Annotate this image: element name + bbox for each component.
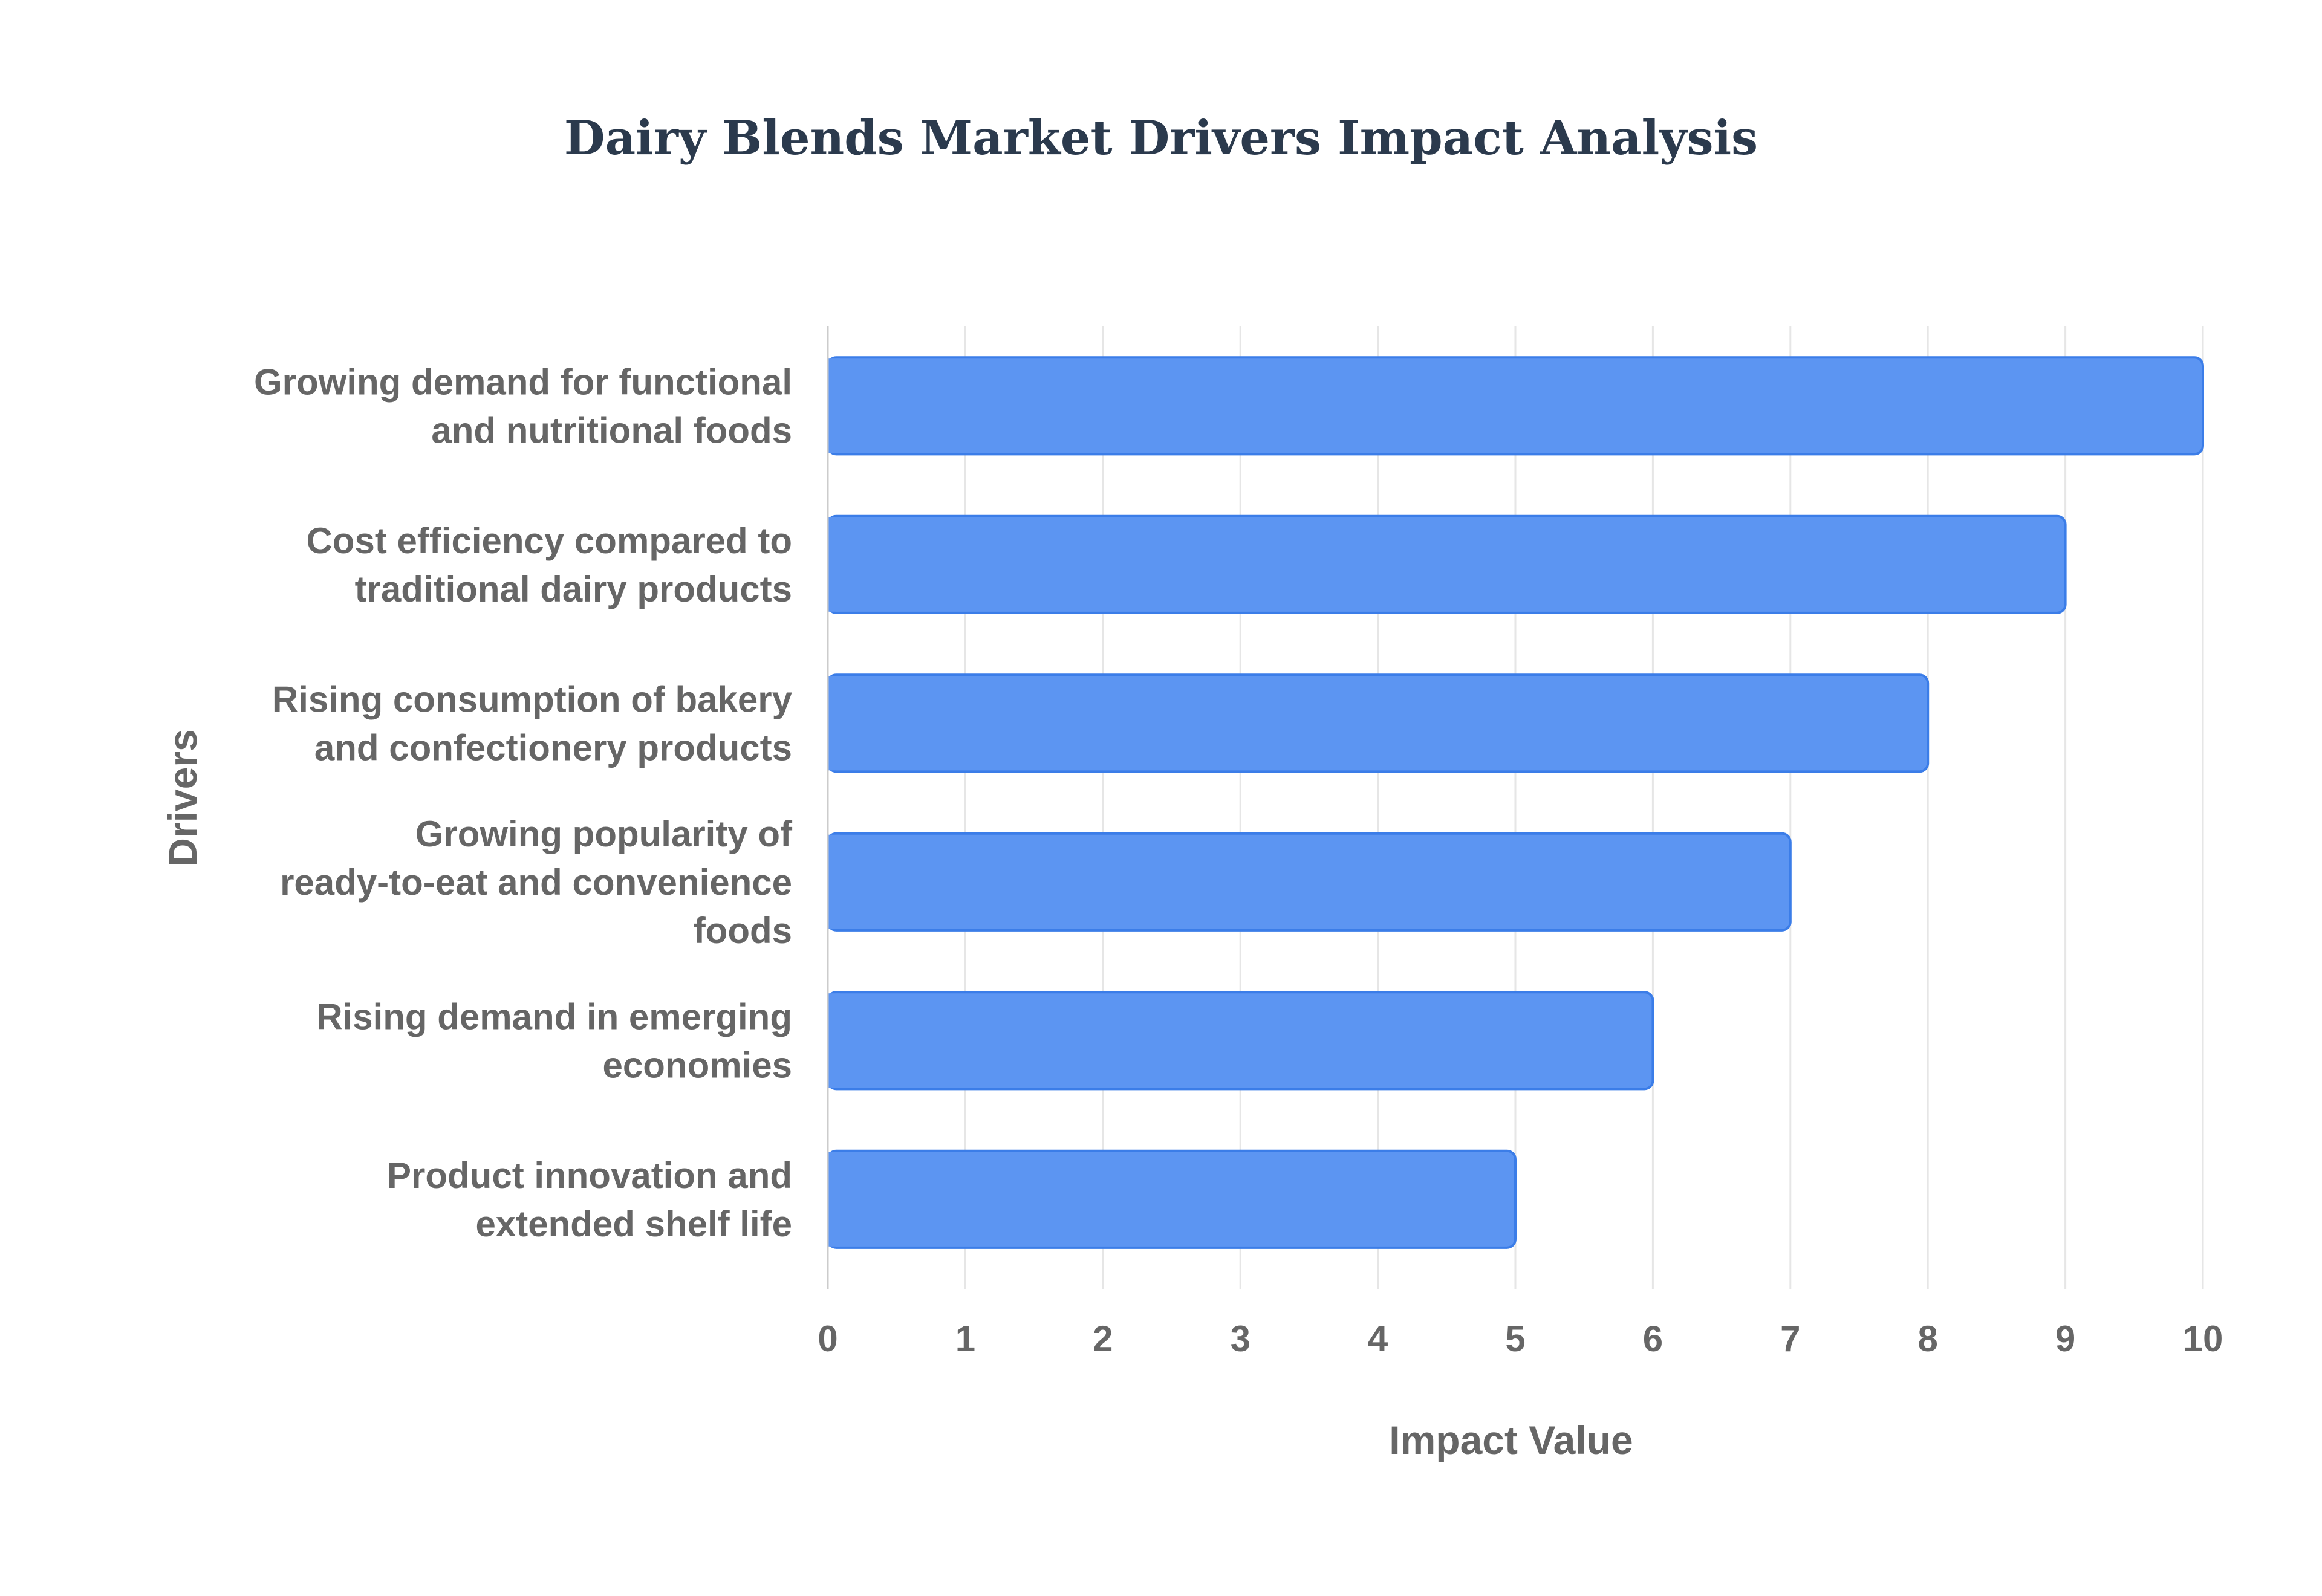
bar bbox=[827, 514, 2067, 614]
bar bbox=[827, 356, 2204, 456]
x-tick-label: 9 bbox=[2055, 1319, 2075, 1359]
bar-edge bbox=[828, 1152, 840, 1247]
x-tick-label: 10 bbox=[2183, 1319, 2223, 1359]
category-label: Growing popularity of ready-to-eat and co… bbox=[280, 814, 793, 951]
bar-edge bbox=[828, 517, 840, 612]
x-tick-label: 5 bbox=[1505, 1319, 1525, 1359]
category-label: Rising consumption of bakery and confecti… bbox=[272, 679, 793, 768]
category-label-line: traditional dairy products bbox=[355, 569, 792, 609]
category-label: Cost efficiency compared to traditional d… bbox=[306, 521, 792, 609]
grid-lines bbox=[827, 326, 2204, 1289]
x-tick-label: 7 bbox=[1780, 1319, 1800, 1359]
category-label-line: economies bbox=[603, 1045, 792, 1085]
category-labels: Growing demand for functional and nutriti… bbox=[254, 362, 793, 1244]
chart-title: Dairy Blends Market Drivers Impact Analy… bbox=[564, 111, 1758, 166]
bar bbox=[827, 991, 1654, 1091]
x-tick-label: 6 bbox=[1643, 1319, 1663, 1359]
bar-edge bbox=[828, 358, 840, 453]
category-label-line: Cost efficiency compared to bbox=[306, 521, 792, 561]
x-tick-label: 8 bbox=[1918, 1319, 1938, 1359]
x-tick-label: 3 bbox=[1231, 1319, 1250, 1359]
bar-edge bbox=[828, 676, 840, 771]
category-label-line: ready-to-eat and convenience bbox=[280, 862, 792, 903]
x-tick-label: 2 bbox=[1093, 1319, 1113, 1359]
bar bbox=[827, 1149, 1517, 1249]
category-label-line: Rising consumption of bakery bbox=[272, 679, 793, 719]
x-tick-label: 1 bbox=[955, 1319, 975, 1359]
x-tick-label: 4 bbox=[1368, 1319, 1388, 1359]
category-label: Rising demand in emerging economies bbox=[316, 996, 792, 1085]
category-label-line: foods bbox=[694, 910, 792, 951]
category-label-line: and nutritional foods bbox=[431, 410, 792, 450]
bar-edge bbox=[828, 834, 840, 929]
y-axis-title: Drivers bbox=[160, 729, 205, 867]
category-label-line: Growing popularity of bbox=[415, 814, 793, 854]
x-tick-labels: 0 1 2 3 4 5 6 7 8 9 10 bbox=[818, 1319, 2223, 1359]
bar-edge bbox=[828, 993, 840, 1088]
bars bbox=[827, 356, 2204, 1249]
category-label-line: extended shelf life bbox=[476, 1204, 792, 1244]
category-label-line: Product innovation and bbox=[387, 1155, 792, 1196]
x-axis-title: Impact Value bbox=[1389, 1418, 1633, 1462]
category-label-line: Rising demand in emerging bbox=[316, 996, 792, 1037]
category-label: Growing demand for functional and nutriti… bbox=[254, 362, 792, 450]
x-tick-label: 0 bbox=[818, 1319, 837, 1359]
category-label-line: and confectionery products bbox=[314, 727, 792, 768]
category-label: Product innovation and extended shelf lif… bbox=[387, 1155, 792, 1244]
category-label-line: Growing demand for functional bbox=[254, 362, 792, 402]
bar bbox=[827, 673, 1930, 773]
bar bbox=[827, 832, 1792, 932]
